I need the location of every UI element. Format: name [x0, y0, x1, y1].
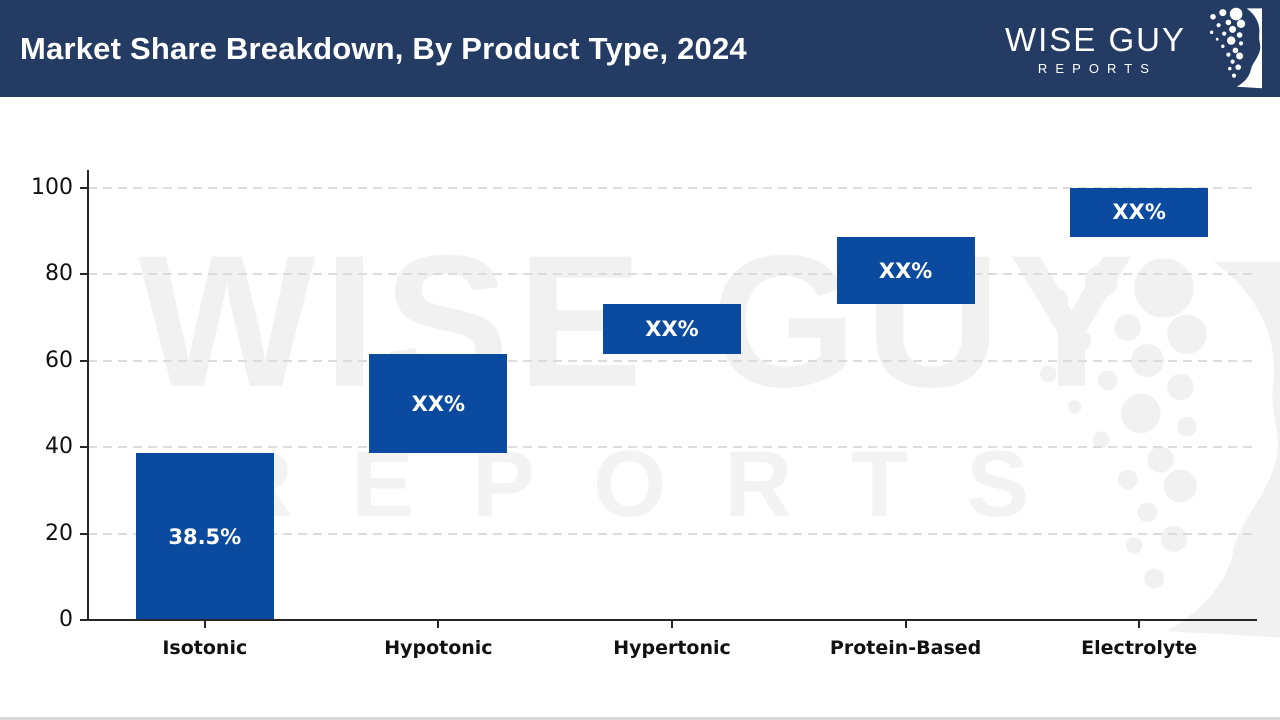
y-gridline: [88, 532, 1256, 535]
y-gridline: [88, 359, 1256, 362]
y-gridline: [88, 273, 1256, 275]
waterfall-bar-protein-based: XX%: [836, 237, 975, 305]
bar-value-label: XX%: [1112, 200, 1166, 225]
y-axis-tick-label: 40: [45, 434, 73, 459]
brand-subtitle: REPORTS: [1037, 60, 1157, 76]
face-profile-dots-icon: [1209, 7, 1262, 88]
y-axis-tick-label: 20: [45, 520, 73, 546]
x-tick-mark: [1138, 621, 1141, 628]
y-axis-line: [87, 170, 89, 621]
x-axis-category-label: Protein-Based: [829, 637, 982, 659]
y-gridline: [88, 186, 1256, 189]
bar-value-label: 38.5%: [168, 524, 242, 549]
y-tick-mark: [80, 446, 87, 448]
x-axis-category-label: Electrolyte: [1081, 637, 1198, 659]
bar-value-label: XX%: [645, 317, 699, 342]
y-tick-mark: [80, 532, 87, 535]
y-axis-tick-label: 80: [45, 261, 73, 286]
page-title: Market Share Breakdown, By Product Type,…: [20, 30, 747, 66]
waterfall-bar-hypotonic: XX%: [369, 354, 508, 454]
x-tick-mark: [671, 621, 673, 628]
header: Market Share Breakdown, By Product Type,…: [0, 0, 1280, 97]
y-axis-tick-label: 60: [45, 347, 73, 373]
bar-value-label: XX%: [411, 391, 466, 416]
waterfall-bar-electrolyte: XX%: [1070, 187, 1209, 238]
brand-wordmark: WISE GUY REPORTS: [1005, 23, 1186, 75]
y-tick-mark: [80, 186, 87, 189]
waterfall-bar-hypertonic: XX%: [603, 304, 741, 354]
y-axis-tick-label: 100: [31, 174, 73, 200]
x-axis-category-label: Isotonic: [162, 637, 248, 659]
x-axis-category-label: Hypertonic: [613, 637, 731, 659]
y-gridline: [88, 446, 1256, 448]
y-axis-tick-label: 0: [59, 607, 73, 632]
waterfall-bar-isotonic: 38.5%: [135, 453, 274, 620]
x-tick-mark: [203, 621, 206, 628]
x-tick-mark: [437, 621, 440, 628]
x-axis-line: [87, 619, 1257, 621]
brand-name: WISE GUY: [1004, 20, 1186, 58]
x-axis-category-label: Hypotonic: [384, 637, 493, 659]
y-tick-mark: [80, 273, 87, 275]
y-tick-mark: [80, 359, 87, 362]
x-tick-mark: [904, 621, 907, 628]
brand-logo: WISE GUY REPORTS: [1005, 7, 1266, 91]
bar-value-label: XX%: [878, 258, 933, 283]
y-tick-mark: [80, 619, 87, 621]
